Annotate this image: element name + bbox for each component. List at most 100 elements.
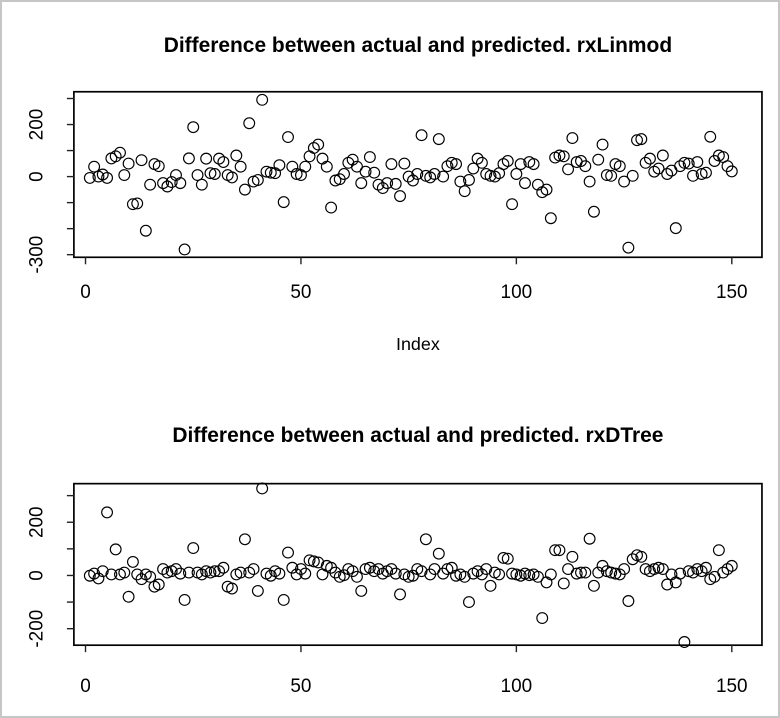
x-axis-label-index: Index	[396, 334, 440, 354]
data-point	[363, 151, 376, 164]
data-point	[437, 170, 450, 183]
data-point	[553, 544, 566, 557]
data-point	[717, 566, 730, 579]
data-point	[626, 169, 639, 182]
data-point	[208, 565, 221, 578]
y-tick-label: -300	[27, 236, 48, 274]
data-point	[346, 153, 359, 166]
data-point	[527, 158, 540, 171]
data-point	[488, 170, 501, 183]
data-point	[109, 543, 122, 556]
data-point	[316, 152, 329, 165]
x-tick-label: 150	[716, 282, 748, 303]
data-point	[260, 165, 273, 178]
data-point	[682, 157, 695, 170]
data-point	[678, 156, 691, 169]
data-point	[419, 533, 432, 546]
data-point	[415, 565, 428, 578]
data-point	[187, 121, 200, 134]
data-point	[674, 567, 687, 580]
data-point	[669, 222, 682, 235]
data-point	[182, 566, 195, 579]
data-point	[428, 168, 441, 180]
data-point	[170, 563, 182, 576]
data-point	[178, 243, 191, 256]
chart-title-rxlinmod: Difference between actual and predicted.…	[164, 34, 672, 57]
data-point	[114, 146, 126, 159]
data-point	[725, 165, 738, 178]
data-point	[411, 168, 424, 180]
data-point	[506, 567, 519, 580]
data-point	[583, 532, 596, 545]
data-point	[157, 563, 170, 576]
data-point	[674, 160, 687, 173]
x-tick-label: 50	[290, 282, 311, 303]
data-point	[96, 565, 109, 578]
data-point	[83, 171, 96, 184]
data-point	[661, 578, 674, 591]
data-point	[519, 177, 531, 190]
data-point	[622, 241, 635, 254]
data-point	[299, 160, 312, 173]
data-point	[122, 590, 135, 603]
data-point	[350, 570, 363, 583]
y-tick-label: 200	[27, 506, 48, 538]
data-point	[152, 578, 165, 591]
data-point	[575, 566, 587, 579]
data-point	[579, 160, 592, 173]
data-point	[544, 568, 557, 581]
data-point	[622, 595, 635, 607]
data-point	[174, 177, 187, 190]
data-point	[290, 168, 303, 180]
data-point	[510, 168, 523, 180]
data-point	[144, 178, 157, 191]
data-point	[385, 158, 398, 171]
data-point	[92, 572, 105, 585]
chart-title-rxdtree: Difference between actual and predicted.…	[172, 424, 663, 447]
data-point	[484, 579, 497, 592]
data-point	[402, 170, 415, 183]
data-point	[294, 563, 307, 576]
data-point	[325, 201, 338, 214]
y-tick-label: -200	[27, 610, 48, 648]
data-point	[454, 175, 467, 188]
data-point	[243, 566, 256, 579]
data-point	[217, 561, 230, 574]
data-point	[562, 163, 575, 176]
data-point	[631, 134, 643, 147]
data-point	[178, 593, 191, 606]
data-point	[523, 569, 536, 582]
data-point	[139, 224, 152, 237]
data-point	[544, 212, 557, 225]
data-point	[471, 152, 484, 165]
data-point	[195, 178, 208, 191]
data-point	[618, 175, 631, 188]
data-point	[458, 570, 471, 583]
data-point	[536, 612, 549, 625]
data-point	[372, 178, 385, 191]
data-point	[101, 171, 114, 184]
data-point	[587, 205, 600, 218]
scatter-plot-rxlinmod: 200 0 -300 0 50 100 150	[27, 90, 763, 303]
data-point	[704, 130, 717, 143]
data-point	[355, 177, 368, 190]
data-point	[497, 551, 510, 564]
data-point	[432, 547, 445, 560]
data-point	[394, 190, 406, 203]
data-point	[264, 166, 277, 179]
plot-box	[73, 482, 763, 647]
data-point	[450, 158, 463, 171]
data-point	[389, 177, 402, 190]
data-point	[398, 157, 411, 170]
data-point	[691, 156, 704, 168]
data-point	[389, 567, 402, 580]
data-point	[695, 565, 708, 578]
data-point	[174, 567, 187, 580]
data-point	[432, 133, 445, 146]
data-point	[570, 567, 583, 580]
data-point	[126, 555, 139, 568]
data-point	[307, 555, 320, 568]
data-point	[458, 185, 471, 198]
data-point	[467, 162, 480, 175]
